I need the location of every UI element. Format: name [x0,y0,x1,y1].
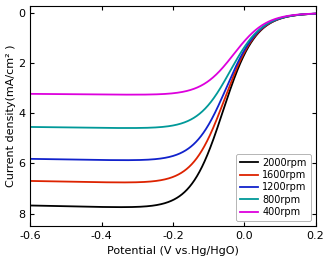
2000rpm [28,204,32,207]
800rpm [28,125,32,129]
1600rpm [202,146,206,149]
800rpm [126,127,130,130]
Line: 400rpm: 400rpm [30,14,315,95]
1200rpm [274,18,278,21]
1600rpm [211,128,214,131]
1200rpm [245,44,249,47]
800rpm [245,42,249,45]
400rpm [129,93,133,96]
1200rpm [211,116,214,119]
2000rpm [274,19,278,22]
400rpm [28,92,32,95]
1200rpm [202,131,206,134]
1200rpm [122,159,126,162]
800rpm [314,12,317,15]
2000rpm [202,161,206,165]
Line: 2000rpm: 2000rpm [30,14,315,207]
400rpm [194,86,198,89]
400rpm [314,12,317,15]
Y-axis label: Current density(mA/cm² ): Current density(mA/cm² ) [6,45,16,187]
2000rpm [194,176,198,179]
1600rpm [314,12,317,15]
400rpm [274,17,278,20]
800rpm [194,115,198,118]
Line: 1600rpm: 1600rpm [30,14,315,182]
1600rpm [245,46,249,49]
2000rpm [245,48,249,51]
2000rpm [119,206,123,209]
1200rpm [28,157,32,160]
Legend: 2000rpm, 1600rpm, 1200rpm, 800rpm, 400rpm: 2000rpm, 1600rpm, 1200rpm, 800rpm, 400rp… [236,154,311,221]
1200rpm [314,12,317,15]
400rpm [245,37,249,40]
800rpm [274,18,278,21]
1600rpm [28,179,32,183]
1600rpm [274,18,278,21]
Line: 1200rpm: 1200rpm [30,14,315,160]
400rpm [46,92,50,96]
1600rpm [46,180,50,183]
800rpm [202,108,206,112]
400rpm [211,77,214,80]
400rpm [202,83,206,86]
2000rpm [314,12,317,15]
1600rpm [120,181,124,184]
1200rpm [46,157,50,161]
1200rpm [194,140,198,143]
X-axis label: Potential (V vs.Hg/HgO): Potential (V vs.Hg/HgO) [107,247,239,256]
800rpm [211,99,214,102]
1600rpm [194,157,198,160]
2000rpm [46,204,50,208]
Line: 800rpm: 800rpm [30,14,315,128]
2000rpm [211,140,214,144]
800rpm [46,125,50,129]
